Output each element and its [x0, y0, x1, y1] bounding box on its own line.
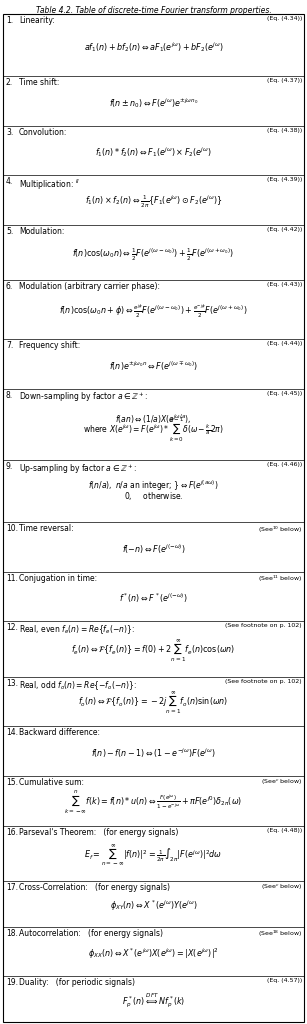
Text: (Eq. (4.44)): (Eq. (4.44)) [266, 341, 302, 346]
Text: $f(n)\cos(\omega_0 n+\phi)\Leftrightarrow\frac{e^{j\phi}}{2}F(e^{j(\omega-\omega: $f(n)\cos(\omega_0 n+\phi)\Leftrightarro… [59, 303, 248, 321]
Text: 7.: 7. [6, 341, 13, 350]
Text: $f(an)\Leftrightarrow(1/a)X(e^{j\omega/a}),$: $f(an)\Leftrightarrow(1/a)X(e^{j\omega/a… [115, 413, 192, 426]
Text: $f_1(n)\times f_2(n)\Leftrightarrow\frac{1}{2\pi}\{F_1(e^{j\omega})\odot F_2(e^{: $f_1(n)\times f_2(n)\Leftrightarrow\frac… [85, 194, 222, 210]
Text: 16.: 16. [6, 827, 18, 837]
Text: $\sum_{k=-\infty}^{n}f(k)=f(n)*u(n)\Leftrightarrow\frac{F(e^{j\omega})}{1-e^{-j\: $\sum_{k=-\infty}^{n}f(k)=f(n)*u(n)\Left… [64, 790, 243, 816]
Text: (See footnote on p. 102): (See footnote on p. 102) [225, 679, 302, 684]
Text: (Eq. (4.57)): (Eq. (4.57)) [267, 978, 302, 983]
Text: Modulation:: Modulation: [19, 226, 64, 236]
Text: 10.: 10. [6, 524, 18, 534]
Text: 2.: 2. [6, 78, 13, 87]
Text: $f(n\pm n_0)\Leftrightarrow F(e^{j\omega})e^{\pm j\omega n_0}$: $f(n\pm n_0)\Leftrightarrow F(e^{j\omega… [109, 96, 198, 110]
Text: (See$^c$ below): (See$^c$ below) [261, 883, 302, 892]
Text: (Eq. (4.42)): (Eq. (4.42)) [266, 226, 302, 231]
Text: Time shift:: Time shift: [19, 78, 59, 87]
Text: 1.: 1. [6, 16, 13, 25]
Text: 19.: 19. [6, 978, 18, 987]
Text: $f(n)\cos(\omega_0 n)\Leftrightarrow\frac{1}{2}F(e^{j(\omega-\omega_0)})+\frac{1: $f(n)\cos(\omega_0 n)\Leftrightarrow\fra… [72, 246, 235, 262]
Text: Real, even $f_e(n)=Re\{f_e(-n)\}$:: Real, even $f_e(n)=Re\{f_e(-n)\}$: [19, 624, 135, 636]
Text: Down-sampling by factor $a\in\mathbb{Z}^+$:: Down-sampling by factor $a\in\mathbb{Z}^… [19, 391, 148, 404]
Text: 8.: 8. [6, 391, 13, 399]
Text: (Eq. (4.34)): (Eq. (4.34)) [266, 16, 302, 22]
Text: (See$^{10}$ below): (See$^{10}$ below) [258, 524, 302, 535]
Text: (See$^{18}$ below): (See$^{18}$ below) [258, 929, 302, 939]
Text: Convolution:: Convolution: [19, 128, 67, 136]
Text: (Eq. (4.46)): (Eq. (4.46)) [267, 462, 302, 467]
Text: where $X(e^{j\omega})=F(e^{j\omega})*\sum_{k=0}^{a-1}\delta(\omega-\frac{k}{a}2\: where $X(e^{j\omega})=F(e^{j\omega})*\su… [83, 415, 224, 443]
Text: Table 4.2. Table of discrete-time Fourier transform properties.: Table 4.2. Table of discrete-time Fourie… [36, 6, 271, 15]
Text: 17.: 17. [6, 883, 18, 892]
Text: Real, odd $f_o(n)=Re\{-f_o(-n)\}$:: Real, odd $f_o(n)=Re\{-f_o(-n)\}$: [19, 679, 137, 691]
Text: Cross-Correlation:   (for energy signals): Cross-Correlation: (for energy signals) [19, 883, 170, 892]
Text: (See footnote on p. 102): (See footnote on p. 102) [225, 624, 302, 629]
Text: (See$^{11}$ below): (See$^{11}$ below) [258, 573, 302, 584]
Text: (Eq. (4.39)): (Eq. (4.39)) [266, 177, 302, 182]
Text: 13.: 13. [6, 679, 18, 688]
Text: $f_o(n)\Leftrightarrow\mathcal{F}\{f_o(n)\}=-2j\sum_{n=1}^{\infty}f_o(n)\sin(\om: $f_o(n)\Leftrightarrow\mathcal{F}\{f_o(n… [78, 690, 229, 717]
Text: (See$^c$ below): (See$^c$ below) [261, 778, 302, 787]
Text: $f(n/a),\ n/a$ an integer; $\}\Leftrightarrow F(e^{j(a\omega)})$: $f(n/a),\ n/a$ an integer; $\}\Leftright… [88, 479, 219, 494]
Text: $f_e(n)\Leftrightarrow\mathcal{F}\{f_e(n)\}=f(0)+2\sum_{n=1}^{\infty}f_e(n)\cos(: $f_e(n)\Leftrightarrow\mathcal{F}\{f_e(n… [71, 638, 236, 665]
Text: Frequency shift:: Frequency shift: [19, 341, 80, 350]
Text: $af_1(n)+bf_2(n)\Leftrightarrow aF_1(e^{j\omega})+bF_2(e^{j\omega})$: $af_1(n)+bf_2(n)\Leftrightarrow aF_1(e^{… [84, 40, 223, 54]
Text: $f^*(n)\Leftrightarrow F^*(e^{j(-\omega)})$: $f^*(n)\Leftrightarrow F^*(e^{j(-\omega)… [119, 592, 188, 605]
Text: 14.: 14. [6, 728, 18, 737]
Text: Cumulative sum:: Cumulative sum: [19, 778, 84, 787]
Text: $f(n)-f(n-1)\Leftrightarrow(1-e^{-j\omega})F(e^{j\omega})$: $f(n)-f(n-1)\Leftrightarrow(1-e^{-j\omeg… [91, 746, 216, 760]
Text: 18.: 18. [6, 929, 18, 938]
Text: 6.: 6. [6, 282, 13, 291]
Text: Time reversal:: Time reversal: [19, 524, 74, 534]
Text: 3.: 3. [6, 128, 13, 136]
Text: Backward difference:: Backward difference: [19, 728, 100, 737]
Text: 11.: 11. [6, 573, 18, 583]
Text: 4.: 4. [6, 177, 13, 186]
Text: (Eq. (4.45)): (Eq. (4.45)) [267, 391, 302, 396]
Text: Parseval's Theorem:   (for energy signals): Parseval's Theorem: (for energy signals) [19, 827, 178, 837]
Text: Autocorrelation:   (for energy signals): Autocorrelation: (for energy signals) [19, 929, 163, 938]
Text: $0,\quad$ otherwise.: $0,\quad$ otherwise. [124, 490, 183, 503]
Text: Duality:   (for periodic signals): Duality: (for periodic signals) [19, 978, 135, 987]
Text: Linearity:: Linearity: [19, 16, 55, 25]
Text: (Eq. (4.38)): (Eq. (4.38)) [267, 128, 302, 132]
Text: 15.: 15. [6, 778, 18, 787]
Text: $\phi_{XX}(n)\Leftrightarrow X^*(e^{j\omega})X(e^{j\omega})=|X(e^{j\omega})|^2$: $\phi_{XX}(n)\Leftrightarrow X^*(e^{j\om… [88, 946, 219, 961]
Text: Modulation (arbitrary carrier phase):: Modulation (arbitrary carrier phase): [19, 282, 160, 291]
Text: $\phi_{XY}(n)\Leftrightarrow X^*(e^{j\omega})Y(e^{j\omega})$: $\phi_{XY}(n)\Leftrightarrow X^*(e^{j\om… [110, 898, 197, 913]
Text: $f_1(n)*f_2(n)\Leftrightarrow F_1(e^{j\omega})\times F_2(e^{j\omega})$: $f_1(n)*f_2(n)\Leftrightarrow F_1(e^{j\o… [95, 145, 212, 160]
Text: 12.: 12. [6, 624, 18, 633]
Text: (Eq. (4.48)): (Eq. (4.48)) [267, 827, 302, 833]
Text: $F_p^*(n)\overset{DFT}{\Longleftrightarrow}Nf_p^*(k)$: $F_p^*(n)\overset{DFT}{\Longleftrightarr… [122, 992, 185, 1011]
Text: (Eq. (4.37)): (Eq. (4.37)) [266, 78, 302, 83]
Text: (Eq. (4.43)): (Eq. (4.43)) [266, 282, 302, 287]
Text: $f(-n)\Leftrightarrow F(e^{j(-\omega)})$: $f(-n)\Leftrightarrow F(e^{j(-\omega)})$ [122, 543, 185, 556]
Text: Conjugation in time:: Conjugation in time: [19, 573, 97, 583]
Text: $f(n)e^{\pm j\omega_0 n}\Leftrightarrow F(e^{j(\omega\mp\omega_0)})$: $f(n)e^{\pm j\omega_0 n}\Leftrightarrow … [109, 359, 198, 373]
Text: 9.: 9. [6, 462, 13, 471]
Text: Multiplication: $^{II}$: Multiplication: $^{II}$ [19, 177, 80, 191]
Text: $E_f=\sum_{n=-\infty}^{\infty}|f(n)|^2=\frac{1}{2\pi}\int_{2\pi}|F(e^{j\omega})|: $E_f=\sum_{n=-\infty}^{\infty}|f(n)|^2=\… [84, 843, 223, 868]
Text: 5.: 5. [6, 226, 13, 236]
Text: Up-sampling by factor $a\in\mathbb{Z}^+$:: Up-sampling by factor $a\in\mathbb{Z}^+$… [19, 462, 137, 476]
